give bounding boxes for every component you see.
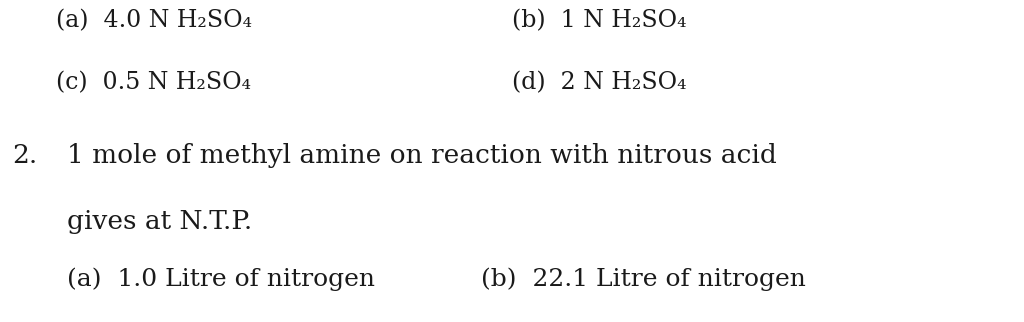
Text: (b)  1 N H₂SO₄: (b) 1 N H₂SO₄ bbox=[512, 10, 686, 33]
Text: gives at N.T.P.: gives at N.T.P. bbox=[67, 209, 252, 234]
Text: (b)  22.1 Litre of nitrogen: (b) 22.1 Litre of nitrogen bbox=[481, 267, 806, 291]
Text: 2.: 2. bbox=[12, 143, 38, 168]
Text: 1 mole of methyl amine on reaction with nitrous acid: 1 mole of methyl amine on reaction with … bbox=[67, 143, 776, 168]
Text: (d)  2 N H₂SO₄: (d) 2 N H₂SO₄ bbox=[512, 71, 686, 94]
Text: (a)  1.0 Litre of nitrogen: (a) 1.0 Litre of nitrogen bbox=[67, 267, 375, 291]
Text: (a)  4.0 N H₂SO₄: (a) 4.0 N H₂SO₄ bbox=[56, 10, 252, 33]
Text: (c)  0.5 N H₂SO₄: (c) 0.5 N H₂SO₄ bbox=[56, 71, 251, 94]
